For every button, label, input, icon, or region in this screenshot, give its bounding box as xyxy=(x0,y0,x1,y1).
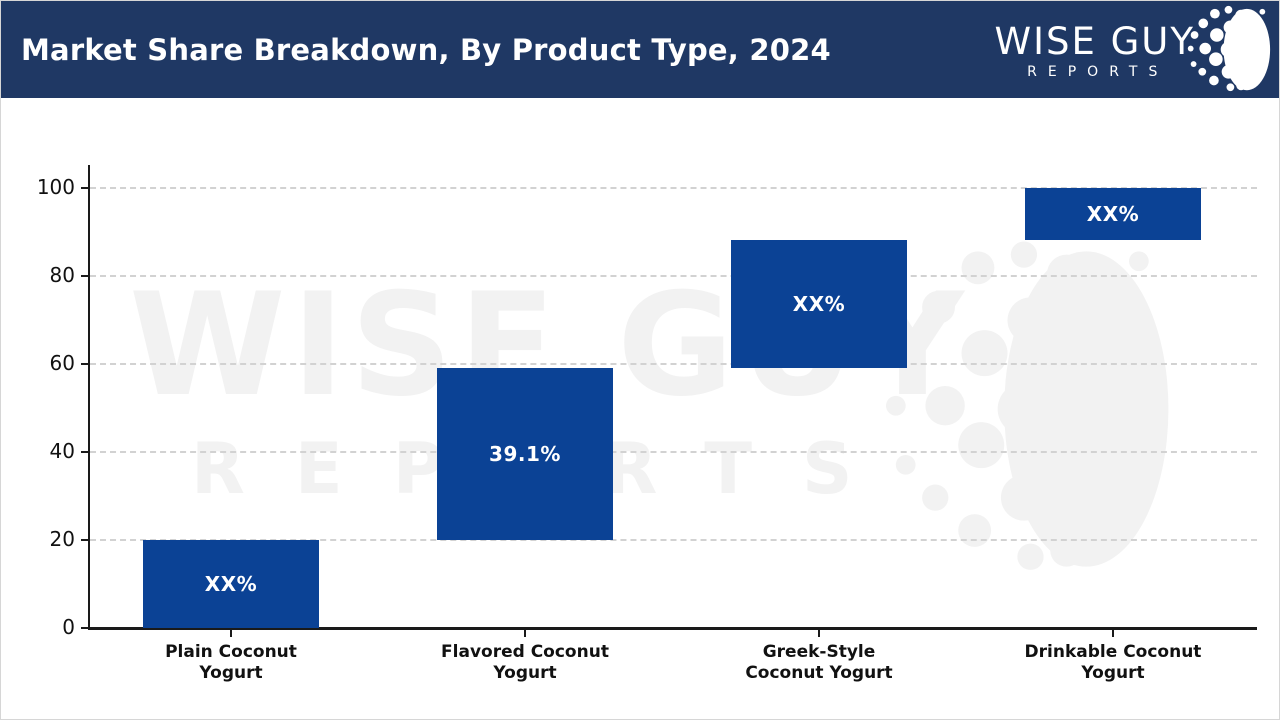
y-tick-label: 100 xyxy=(36,175,75,199)
y-tick-mark xyxy=(81,627,90,629)
logo-wordmark-line1: WISE GUY xyxy=(994,19,1195,63)
y-tick-mark xyxy=(81,363,90,365)
gridline-80 xyxy=(90,275,1257,277)
gridline-100 xyxy=(90,187,1257,189)
logo-wordmark-line2: REPORTS xyxy=(1027,63,1169,80)
gridline-60 xyxy=(90,363,1257,365)
bar-1: XX% xyxy=(143,540,319,628)
wise-guy-reports-logo: WISE GUY REPORTS xyxy=(995,1,1273,98)
x-tick-mark xyxy=(818,630,820,637)
bar-value-label: XX% xyxy=(792,291,846,316)
bar-4: XX% xyxy=(1025,188,1201,240)
x-tick-mark xyxy=(524,630,526,637)
y-tick-mark xyxy=(81,187,90,189)
y-tick-label: 80 xyxy=(49,263,75,287)
chart-title: Market Share Breakdown, By Product Type,… xyxy=(21,32,831,67)
bar-2: 39.1% xyxy=(437,367,613,540)
header-bar: Market Share Breakdown, By Product Type,… xyxy=(1,1,1279,98)
y-axis-spine xyxy=(88,165,90,630)
y-tick-label: 20 xyxy=(49,527,75,551)
y-tick-mark xyxy=(81,275,90,277)
x-axis-spine xyxy=(88,627,1257,630)
gridline-20 xyxy=(90,539,1257,541)
y-tick-label: 60 xyxy=(49,351,75,375)
y-tick-mark xyxy=(81,539,90,541)
x-tick-label: Plain Coconut Yogurt xyxy=(165,642,297,683)
x-tick-label: Drinkable Coconut Yogurt xyxy=(1024,642,1202,683)
bar-value-label: XX% xyxy=(1086,201,1140,226)
logo-wordmark: WISE GUY REPORTS xyxy=(995,20,1195,80)
y-tick-label: 40 xyxy=(49,439,75,463)
x-tick-label: Flavored Coconut Yogurt xyxy=(441,642,609,683)
y-tick-mark xyxy=(81,451,90,453)
bar-value-label: XX% xyxy=(204,572,258,596)
gridline-40 xyxy=(90,451,1257,453)
bar-value-label: 39.1% xyxy=(489,441,561,466)
logo-face-icon xyxy=(1187,5,1271,91)
x-tick-label: Greek-Style Coconut Yogurt xyxy=(745,642,893,683)
y-tick-label: 0 xyxy=(62,615,75,639)
x-tick-mark xyxy=(1112,630,1114,637)
watermark-face-icon xyxy=(885,241,1169,570)
x-tick-mark xyxy=(230,630,232,637)
bar-3: XX% xyxy=(731,239,907,368)
